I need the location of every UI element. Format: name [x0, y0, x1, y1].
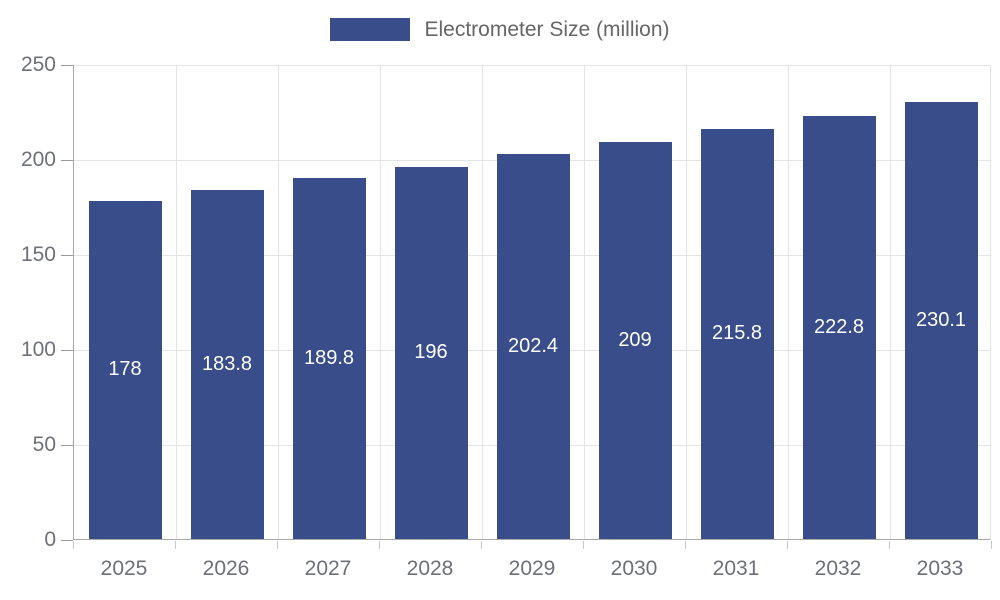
x-axis-category-label: 2030 — [610, 557, 658, 580]
bar-value-label: 183.8 — [201, 352, 253, 375]
y-axis-tick-label: 250 — [20, 53, 56, 76]
gridline-vertical — [380, 65, 381, 539]
x-axis-category-label: 2033 — [916, 557, 964, 580]
x-axis-tick — [175, 541, 176, 549]
y-axis-tick-label: 150 — [20, 243, 56, 266]
bar: 222.8 — [802, 115, 876, 539]
x-axis-category-label: 2032 — [814, 557, 862, 580]
gridline-vertical — [890, 65, 891, 539]
bar-value-label: 189.8 — [303, 347, 355, 370]
bar: 209 — [598, 141, 672, 539]
bar: 215.8 — [700, 128, 774, 539]
bar: 230.1 — [904, 101, 978, 539]
x-axis-tick — [583, 541, 584, 549]
x-axis-category-label: 2028 — [406, 557, 454, 580]
bar: 183.8 — [190, 189, 264, 539]
gridline-vertical — [482, 65, 483, 539]
y-axis-tick-label: 50 — [32, 433, 56, 456]
y-axis-tick-label: 100 — [20, 338, 56, 361]
x-axis-tick — [277, 541, 278, 549]
x-axis-tick — [787, 541, 788, 549]
x-axis-category-label: 2027 — [304, 557, 352, 580]
legend-label: Electrometer Size (million) — [424, 18, 670, 41]
x-axis-category-label: 2025 — [100, 557, 148, 580]
gridline-vertical — [788, 65, 789, 539]
y-axis-tick — [61, 350, 73, 351]
gridline-vertical — [584, 65, 585, 539]
legend-item[interactable]: Electrometer Size (million) — [0, 18, 1000, 41]
y-axis-tick-label: 200 — [20, 148, 56, 171]
y-axis-tick — [61, 255, 73, 256]
bar: 178 — [88, 200, 162, 539]
x-axis-category-label: 2026 — [202, 557, 250, 580]
x-axis-tick — [685, 541, 686, 549]
x-axis-tick — [73, 541, 74, 549]
bar-value-label: 178 — [108, 358, 142, 381]
gridline-vertical — [278, 65, 279, 539]
gridline-horizontal — [74, 65, 990, 66]
x-axis-tick — [889, 541, 890, 549]
bar: 196 — [394, 166, 468, 539]
plot-area: 178 183.8 189.8 196 202.4 209 215.8 222.8 230.1 — [73, 65, 991, 540]
legend-swatch-icon — [330, 18, 411, 41]
x-axis-category-label: 2029 — [508, 557, 556, 580]
x-axis-tick — [991, 541, 992, 549]
bar-value-label: 215.8 — [711, 322, 763, 345]
bar-value-label: 230.1 — [915, 308, 967, 331]
y-axis-tick-label: 0 — [44, 528, 56, 551]
bar-value-label: 209 — [618, 328, 652, 351]
x-axis-category-label: 2031 — [712, 557, 760, 580]
x-axis-tick — [379, 541, 380, 549]
gridline-vertical — [176, 65, 177, 539]
y-axis-tick — [61, 540, 73, 541]
y-axis-tick — [61, 160, 73, 161]
y-axis-tick — [61, 445, 73, 446]
x-axis-tick — [481, 541, 482, 549]
bar: 189.8 — [292, 178, 366, 539]
bar-value-label: 202.4 — [507, 335, 559, 358]
bar-value-label: 222.8 — [813, 315, 865, 338]
gridline-vertical — [686, 65, 687, 539]
bar: 202.4 — [496, 154, 570, 539]
y-axis-tick — [61, 65, 73, 66]
bar-value-label: 196 — [414, 341, 448, 364]
